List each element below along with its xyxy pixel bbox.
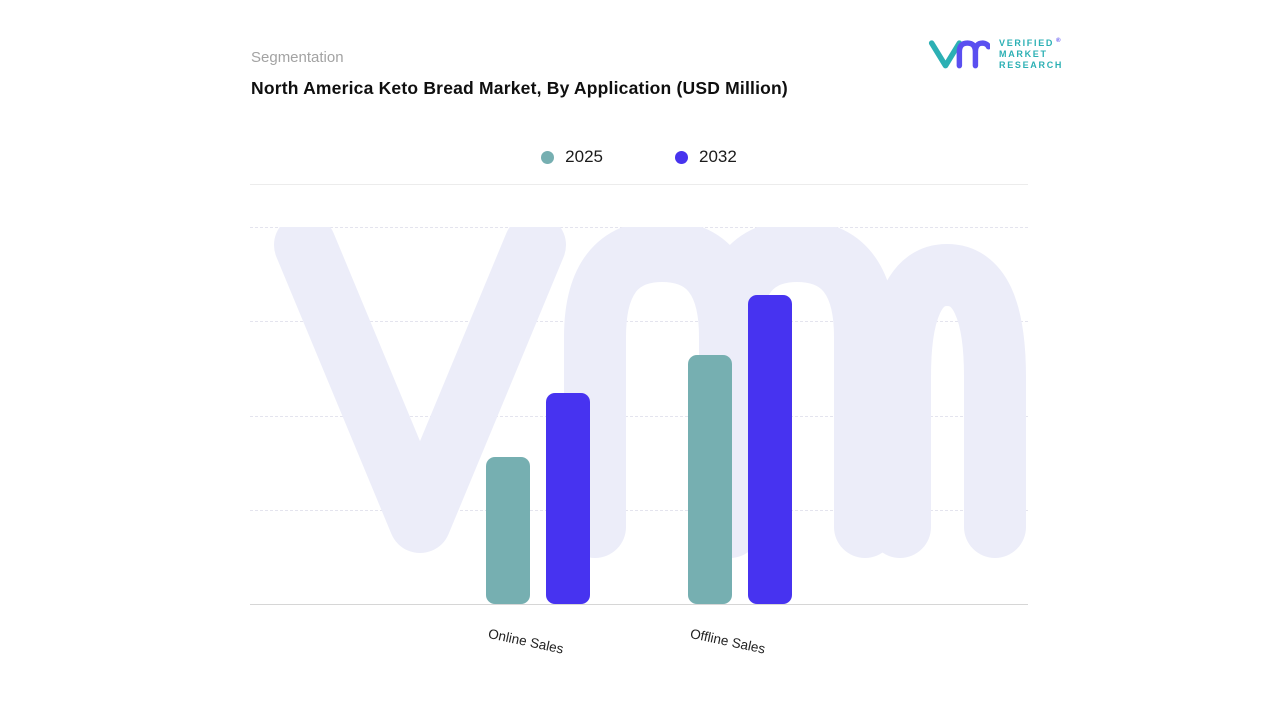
vmr-watermark-icon xyxy=(274,227,1026,558)
x-axis-category-label: Online Sales xyxy=(486,626,565,657)
plot-area: Online Sales Offline Sales xyxy=(250,227,1028,657)
chart-title: North America Keto Bread Market, By Appl… xyxy=(251,78,788,98)
bar-2032-offline-sales xyxy=(748,294,792,604)
bar-2032-online-sales xyxy=(546,392,590,604)
gridline xyxy=(250,415,1028,417)
segmentation-eyebrow: Segmentation xyxy=(251,49,344,66)
logo-line-verified: VERIFIED ® xyxy=(999,38,1063,48)
logo-line-research: RESEARCH xyxy=(999,60,1064,70)
header-divider xyxy=(250,184,1028,185)
legend-label: 2032 xyxy=(699,147,737,166)
bar-group-offline-sales: Offline Sales xyxy=(688,227,792,657)
vmr-logo: VERIFIED ® MARKET RESEARCH xyxy=(928,36,1063,71)
bar-groups: Online Sales Offline Sales xyxy=(250,227,1028,657)
legend-item-2032: 2032 xyxy=(675,147,737,167)
legend-dot-2025 xyxy=(541,150,555,164)
gridline xyxy=(250,509,1028,511)
legend-dot-2032 xyxy=(675,150,688,164)
logo-line-market: MARKET xyxy=(999,49,1048,59)
bar-2025-online-sales xyxy=(486,456,530,604)
chart-legend: 2025 2032 xyxy=(250,147,1028,167)
gridline xyxy=(250,321,1028,323)
bar-group-online-sales: Online Sales xyxy=(486,227,590,657)
vmr-logo-icon xyxy=(928,39,990,68)
vmr-logo-wordmark: VERIFIED ® MARKET RESEARCH xyxy=(999,36,1063,71)
x-axis-category-label: Offline Sales xyxy=(688,626,767,657)
bar-2025-offline-sales xyxy=(688,355,732,604)
legend-item-2025: 2025 xyxy=(541,147,603,167)
legend-label: 2025 xyxy=(565,147,603,166)
registered-mark: ® xyxy=(1056,38,1063,44)
vmr-watermark xyxy=(250,227,1028,604)
